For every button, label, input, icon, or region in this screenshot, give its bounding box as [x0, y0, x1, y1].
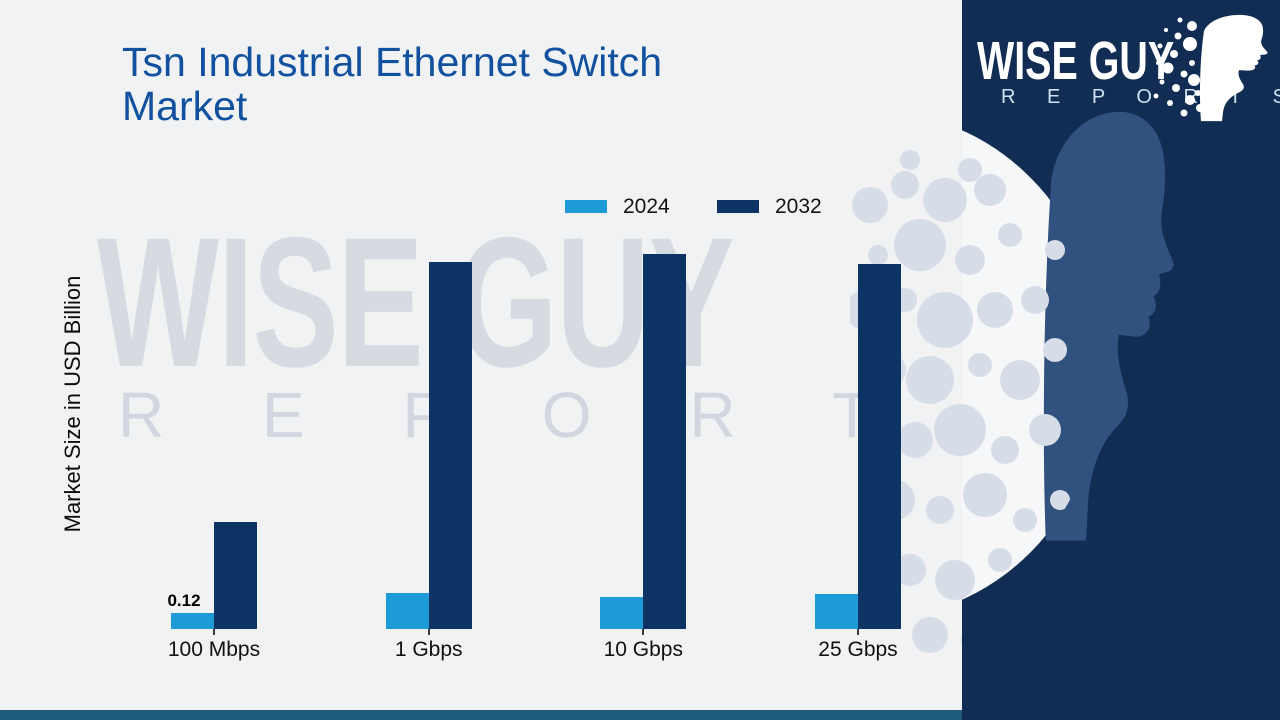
legend-swatch-2024 — [565, 200, 607, 213]
x-axis-category-label: 10 Gbps — [603, 638, 683, 661]
legend-swatch-2032 — [717, 200, 759, 213]
watermark-brand-text: WISE GUY — [97, 200, 735, 406]
bar-2032-100-mbps — [214, 522, 257, 629]
y-axis-label: Market Size in USD Billion — [60, 275, 85, 533]
bar-2024-25-gbps — [815, 594, 858, 629]
brand-logo: WISE GUY R E P O R T S — [962, 0, 1280, 150]
bar-2032-25-gbps — [858, 263, 901, 629]
bar-2024-10-gbps — [600, 597, 644, 629]
x-axis-category-label: 1 Gbps — [394, 638, 463, 661]
bar-2024-1-gbps — [385, 593, 429, 629]
face-silhouette — [1043, 111, 1174, 541]
bar-2024-100-mbps — [171, 613, 214, 629]
legend-label-2024: 2024 — [623, 195, 670, 218]
x-axis-category-label: 25 Gbps — [818, 638, 898, 661]
chart-title-line1: Tsn Industrial Ethernet Switch — [122, 39, 663, 85]
bottom-accent-strip — [0, 710, 1280, 720]
bar-2032-1-gbps — [428, 262, 472, 629]
x-axis-category-label: 100 Mbps — [167, 638, 261, 661]
bar-data-label: 0.12 — [167, 591, 201, 610]
bar-2032-10-gbps — [643, 254, 687, 629]
x-axis-tick — [642, 629, 645, 635]
brand-logo-name: WISE GUY — [977, 31, 1175, 91]
x-axis-tick — [427, 629, 430, 635]
x-axis-tick — [857, 629, 859, 635]
chart-title-line2: Market — [122, 83, 248, 129]
x-axis-tick — [213, 629, 215, 635]
chart-title: Tsn Industrial Ethernet Switch Market — [122, 40, 662, 128]
brand-face-icon — [1153, 14, 1268, 122]
legend-label-2032: 2032 — [775, 195, 822, 218]
